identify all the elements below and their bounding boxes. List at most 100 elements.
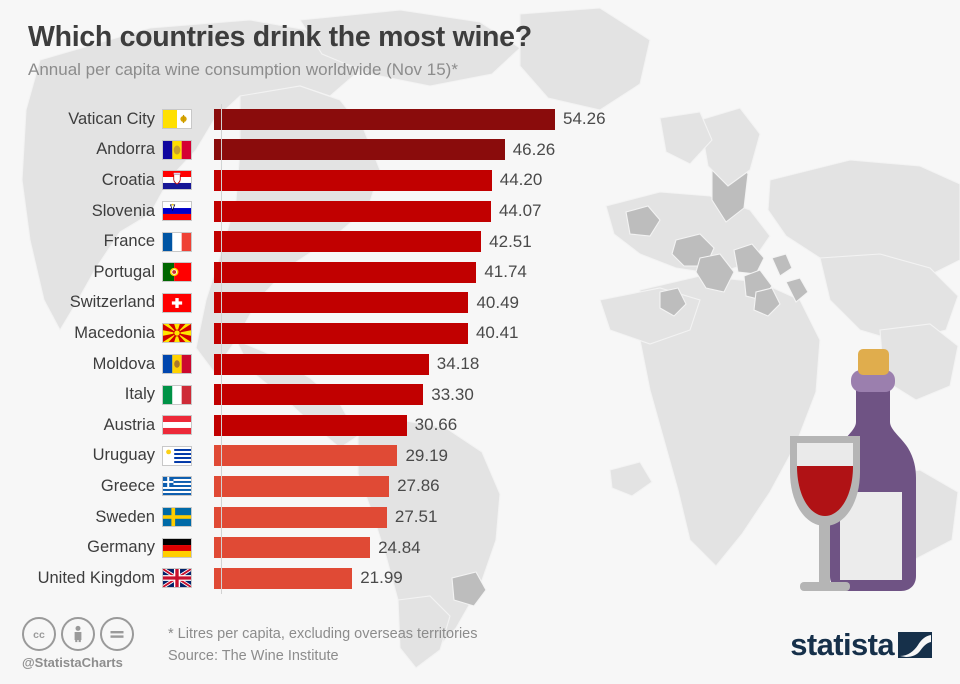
value-bar bbox=[214, 108, 555, 130]
value-label: 46.26 bbox=[512, 139, 556, 159]
bar-zone: 54.26 bbox=[192, 104, 700, 135]
country-label: France bbox=[103, 232, 155, 251]
chart-row: Sweden 27.51 bbox=[0, 502, 700, 533]
statista-logo: statista bbox=[790, 629, 932, 660]
page-subtitle: Annual per capita wine consumption world… bbox=[28, 60, 458, 80]
bar-zone: 33.30 bbox=[192, 379, 700, 410]
bar-zone: 27.51 bbox=[192, 502, 700, 533]
value-bar bbox=[214, 353, 429, 375]
chart-row: Austria 30.66 bbox=[0, 410, 700, 441]
statista-charts-handle: @StatistaCharts bbox=[22, 655, 123, 670]
value-label: 54.26 bbox=[563, 109, 606, 129]
bar-zone: 27.86 bbox=[192, 471, 700, 502]
chart-row: Switzerland 40.49 bbox=[0, 288, 700, 319]
creative-commons-icons: cc bbox=[22, 617, 146, 651]
bar-zone: 44.07 bbox=[192, 196, 700, 227]
chart-row: Macedonia 40.41 bbox=[0, 318, 700, 349]
statista-swoosh-icon bbox=[898, 631, 932, 658]
page-title: Which countries drink the most wine? bbox=[28, 21, 532, 53]
chart-row: Slovenia 44.07 bbox=[0, 196, 700, 227]
bar-zone: 40.49 bbox=[192, 288, 700, 319]
svg-text:cc: cc bbox=[33, 629, 45, 641]
bar-zone: 41.74 bbox=[192, 257, 700, 288]
chart-row: Vatican City 54.26 bbox=[0, 104, 700, 135]
country-label: Sweden bbox=[95, 507, 155, 526]
statista-wordmark: statista bbox=[790, 627, 894, 662]
value-label: 27.86 bbox=[397, 476, 440, 496]
croatia-flag bbox=[162, 170, 192, 191]
chart-row: Germany 24.84 bbox=[0, 532, 700, 563]
france-flag bbox=[162, 231, 192, 252]
value-label: 33.30 bbox=[431, 384, 474, 404]
value-label: 24.84 bbox=[378, 537, 421, 557]
bar-zone: 46.26 bbox=[192, 135, 700, 166]
chart-row: Moldova 34.18 bbox=[0, 349, 700, 380]
cc-by-person-icon bbox=[61, 617, 95, 651]
greece-flag bbox=[162, 476, 192, 497]
glass-inner bbox=[797, 443, 853, 466]
country-label: Uruguay bbox=[92, 446, 155, 465]
value-label: 44.07 bbox=[498, 201, 542, 221]
chart-row: Croatia 44.20 bbox=[0, 165, 700, 196]
value-bar bbox=[214, 445, 398, 467]
value-label: 42.51 bbox=[489, 231, 532, 251]
country-label: Germany bbox=[87, 538, 155, 557]
chart-header: Which countries drink the most wine? Ann… bbox=[28, 21, 532, 80]
value-label: 34.18 bbox=[436, 354, 480, 374]
chart-axis-line bbox=[221, 104, 222, 594]
sweden-flag bbox=[162, 507, 192, 528]
cc-icon: cc bbox=[22, 617, 56, 651]
chart-row: France 42.51 bbox=[0, 226, 700, 257]
chart-row: Italy 33.30 bbox=[0, 379, 700, 410]
value-bar bbox=[214, 261, 477, 283]
country-label: Austria bbox=[103, 415, 155, 434]
andorra-flag bbox=[162, 139, 192, 160]
value-label: 40.49 bbox=[476, 292, 519, 312]
country-label: Portugal bbox=[93, 262, 155, 281]
country-label: Andorra bbox=[96, 140, 155, 159]
uruguay-flag bbox=[162, 445, 192, 466]
chart-row: Uruguay 29.19 bbox=[0, 441, 700, 472]
country-label: Macedonia bbox=[74, 323, 155, 342]
chart-row: United Kingdom 21.99 bbox=[0, 563, 700, 594]
chart-row: Greece 27.86 bbox=[0, 471, 700, 502]
slovenia-flag bbox=[162, 201, 192, 222]
value-bar bbox=[214, 567, 353, 589]
value-label: 21.99 bbox=[360, 568, 403, 588]
bar-zone: 34.18 bbox=[192, 349, 700, 380]
bar-zone: 30.66 bbox=[192, 410, 700, 441]
country-label: Moldova bbox=[92, 354, 155, 373]
chart-row: Andorra 46.26 bbox=[0, 135, 700, 166]
italy-flag bbox=[162, 384, 192, 405]
bar-zone: 44.20 bbox=[192, 165, 700, 196]
glass-base bbox=[800, 582, 850, 591]
country-label: Vatican City bbox=[68, 109, 155, 128]
value-bar bbox=[214, 322, 468, 344]
value-label: 30.66 bbox=[414, 415, 458, 435]
value-label: 29.19 bbox=[405, 445, 448, 465]
bar-zone: 21.99 bbox=[192, 563, 700, 594]
country-label: Croatia bbox=[101, 170, 155, 189]
austria-flag bbox=[162, 415, 192, 436]
chart-row: Portugal 41.74 bbox=[0, 257, 700, 288]
value-label: 41.74 bbox=[484, 262, 527, 282]
country-label: Greece bbox=[100, 476, 155, 495]
vatican-city-flag bbox=[162, 109, 192, 130]
bar-zone: 29.19 bbox=[192, 441, 700, 472]
value-label: 40.41 bbox=[475, 323, 519, 343]
country-label: Switzerland bbox=[69, 293, 155, 312]
country-label: Italy bbox=[124, 385, 155, 404]
switzerland-flag bbox=[162, 292, 192, 313]
bar-chart: Vatican City 54.26 Andorra 46.26 Croatia 4… bbox=[0, 104, 700, 594]
value-bar bbox=[214, 537, 371, 559]
footnote-unit: * Litres per capita, excluding overseas … bbox=[168, 626, 478, 642]
value-bar bbox=[214, 139, 505, 161]
value-bar bbox=[214, 384, 424, 406]
value-bar bbox=[214, 169, 492, 191]
portugal-flag bbox=[162, 262, 192, 283]
united-kingdom-flag bbox=[162, 568, 192, 589]
footnote-source: Source: The Wine Institute bbox=[168, 648, 339, 665]
creative-commons-block: cc @StatistaCharts bbox=[22, 617, 146, 670]
footnotes: * Litres per capita, excluding overseas … bbox=[168, 617, 477, 668]
